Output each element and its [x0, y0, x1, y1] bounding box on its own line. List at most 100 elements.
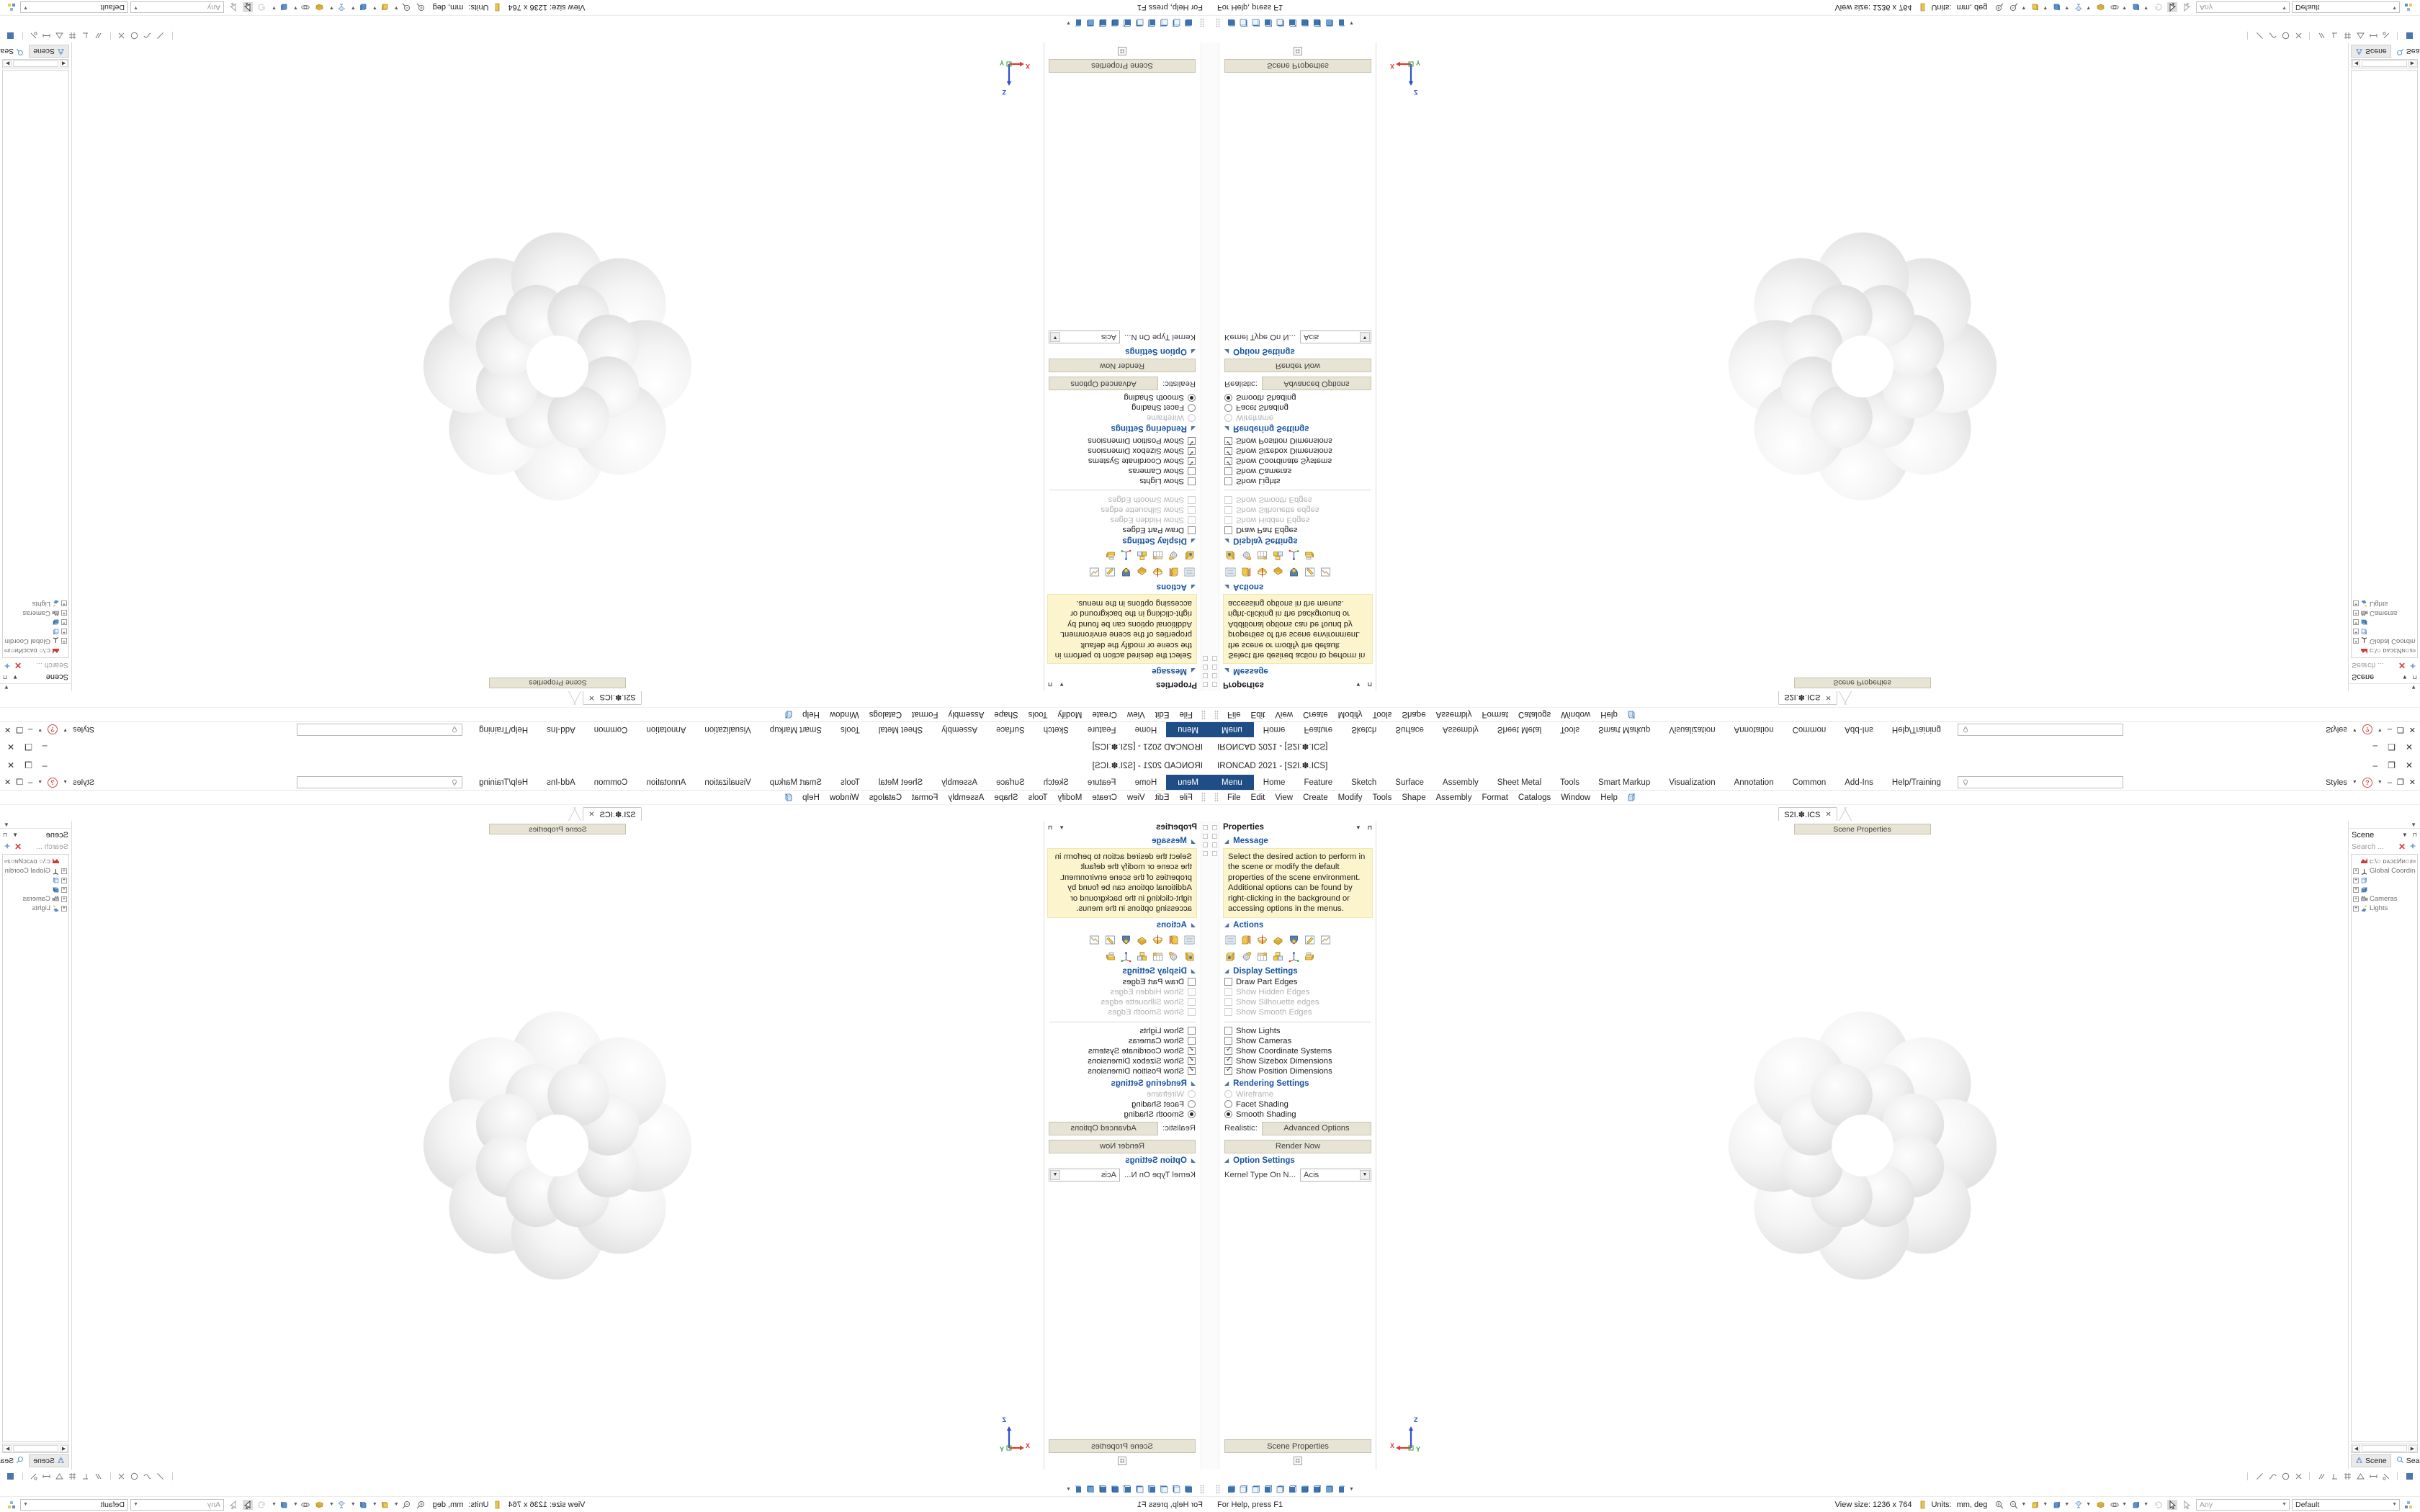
sweep-icon[interactable] [1272, 934, 1284, 946]
shaded-box-icon[interactable] [2131, 3, 2141, 13]
shield-icon[interactable] [1288, 934, 1300, 946]
checkbox-row[interactable]: Show Sizebox Dimensions [1044, 1056, 1201, 1066]
scrollbar-left-arrow-icon[interactable]: ◀ [60, 1444, 68, 1452]
light-mode-icon[interactable] [336, 1500, 346, 1510]
select-arrow-icon[interactable] [243, 1499, 253, 1510]
help-chevron-down-icon[interactable]: ▼ [37, 727, 43, 732]
panel-layout-icon[interactable] [1293, 1457, 1302, 1465]
option-settings-expander-icon[interactable]: ◢ [1191, 348, 1196, 355]
styles-chevron-down-icon[interactable]: ▼ [2352, 780, 2357, 785]
checkbox-row[interactable]: Show Coordinate Systems [1044, 456, 1201, 466]
actions-expander-icon[interactable]: ◢ [1191, 583, 1196, 590]
ribbon-tab-assembly[interactable]: Assembly [932, 722, 987, 737]
expand-toggle-icon[interactable]: + [61, 886, 67, 893]
toolbar-icon-2[interactable] [1211, 834, 1217, 839]
advanced-options-button[interactable]: Advanced Options [1049, 377, 1159, 391]
checkbox-row[interactable]: Show Position Dimensions [1044, 1066, 1201, 1076]
sketch-edit-icon[interactable] [1304, 566, 1316, 578]
grid-constraint-icon[interactable] [2343, 32, 2352, 41]
shaded-chevron-down-icon[interactable]: ▼ [2143, 1502, 2148, 1507]
ribbon-tab-common[interactable]: Common [1783, 775, 1836, 790]
ribbon-restore-button[interactable]: ❐ [2396, 725, 2404, 734]
scrollbar-right-arrow-icon[interactable]: ▶ [2408, 60, 2416, 68]
scene-search-filter-icon[interactable] [2408, 842, 2417, 852]
render-chevron-down-icon[interactable]: ▼ [372, 1502, 377, 1507]
checkbox-row[interactable]: Show Cameras [1044, 466, 1201, 476]
toolbar-icon-3[interactable] [1211, 842, 1217, 847]
box-icon[interactable] [1183, 549, 1196, 562]
torus-flower-part[interactable] [1722, 227, 2003, 508]
expand-toggle-icon[interactable]: + [2353, 886, 2359, 893]
zoom-in-icon[interactable] [1994, 3, 2004, 13]
scrollbar-thumb[interactable] [2362, 1445, 2407, 1452]
scene-search-filter-icon[interactable] [3, 842, 12, 852]
radio-row[interactable]: Smooth Shading [1219, 392, 1376, 402]
scene-tree-node[interactable]: c:\○ ᴅᴀᴐᴄИи○ᴤ∞○ ∞○ ∞ᴤ○Ии [2353, 646, 2416, 655]
menu-item-modify[interactable]: Modify [1337, 793, 1363, 802]
view-right-icon[interactable] [1263, 18, 1273, 27]
grid-icon[interactable] [1256, 549, 1268, 562]
point-icon[interactable] [2294, 1472, 2303, 1481]
selection-filter-select[interactable]: Any ▼ [130, 1, 224, 14]
view-back-icon[interactable] [1172, 1485, 1181, 1494]
ribbon-tab-tools[interactable]: Tools [831, 722, 869, 737]
spline-icon[interactable] [143, 32, 152, 41]
coordinate-icon[interactable] [1288, 549, 1300, 562]
toolbar-icon-4[interactable] [1211, 656, 1217, 661]
checkbox-row[interactable]: Draw Part Edges [1219, 977, 1376, 987]
expand-toggle-icon[interactable]: + [61, 877, 67, 883]
rendering-settings-section-header[interactable]: ◢ Rendering Settings [1044, 423, 1201, 436]
viewport-scene-properties-button[interactable]: Scene Properties [1793, 678, 1931, 688]
checkbox-row[interactable]: Show Lights [1219, 1026, 1376, 1036]
view-custom-icon[interactable] [1337, 18, 1346, 27]
shaded-chevron-down-icon[interactable]: ▼ [272, 1502, 277, 1507]
document-tab-close-icon[interactable]: ✕ [588, 693, 595, 702]
coordinate-icon[interactable] [1120, 950, 1132, 963]
scene-tree-horizontal-scrollbar[interactable]: ◀ ▶ [2, 1444, 69, 1453]
menu-item-file[interactable]: File [1227, 710, 1241, 719]
radio-icon[interactable] [1224, 1110, 1232, 1119]
checkbox-icon[interactable] [1188, 467, 1196, 475]
orbit-chevron-down-icon[interactable]: ▼ [292, 1502, 298, 1507]
toolbar-icon-2[interactable] [1211, 673, 1217, 678]
perspective-icon[interactable] [315, 1500, 325, 1510]
checkbox-row[interactable]: Draw Part Edges [1044, 977, 1201, 987]
checkbox-row[interactable]: Show Lights [1044, 1026, 1201, 1036]
package-icon[interactable] [1627, 793, 1636, 802]
ribbon-tab-sketch[interactable]: Sketch [1342, 775, 1386, 790]
checkbox-icon[interactable] [1188, 1057, 1196, 1066]
toolbar-icon-4[interactable] [1211, 851, 1217, 856]
scene-browser-top-caret[interactable]: ▼ [2349, 821, 2420, 829]
kernel-type-select[interactable]: Acis ▼ [1049, 330, 1120, 344]
properties-collapse-icon[interactable]: ▼ [1355, 681, 1361, 688]
checkbox-row[interactable]: Draw Part Edges [1044, 525, 1201, 535]
minimize-button[interactable]: – [2372, 760, 2378, 770]
select-arrow-icon[interactable] [243, 2, 253, 13]
message-expander-icon[interactable]: ◢ [1191, 837, 1196, 845]
3d-viewport[interactable]: Scene Properties [72, 42, 1044, 691]
close-button[interactable]: ✕ [2405, 760, 2413, 770]
select-filter-icon[interactable] [2182, 3, 2192, 13]
select-filter-icon[interactable] [228, 1500, 238, 1510]
list-icon[interactable] [1183, 934, 1196, 946]
ribbon-tab-common[interactable]: Common [585, 775, 637, 790]
spline-icon[interactable] [2268, 1472, 2277, 1481]
render-now-button[interactable]: Render Now [1224, 1139, 1371, 1153]
scene-tree-node[interactable]: + Cameras [4, 894, 67, 904]
view-dimetric-icon[interactable] [1325, 1485, 1334, 1494]
view-trimetric-icon[interactable] [1098, 1485, 1108, 1494]
orbit-chevron-down-icon[interactable]: ▼ [292, 5, 298, 10]
shading-chevron-down-icon[interactable]: ▼ [350, 1502, 356, 1507]
scene-properties-button[interactable]: Scene Properties [1049, 1439, 1196, 1453]
zoom-in-icon[interactable] [1994, 1500, 2004, 1510]
styles-chevron-down-icon[interactable]: ▼ [63, 727, 68, 732]
undo-icon[interactable] [2153, 3, 2163, 13]
assembly-icon[interactable] [1272, 950, 1284, 963]
rendering-settings-expander-icon[interactable]: ◢ [1224, 425, 1229, 432]
select-filter-icon[interactable] [228, 3, 238, 13]
scene-properties-button[interactable]: Scene Properties [1224, 59, 1371, 73]
grid-constraint-icon[interactable] [2343, 1472, 2352, 1481]
3d-viewport[interactable]: Scene Properties [1376, 821, 2348, 1470]
package-icon[interactable] [784, 710, 793, 719]
menu-item-view[interactable]: View [1126, 793, 1145, 802]
